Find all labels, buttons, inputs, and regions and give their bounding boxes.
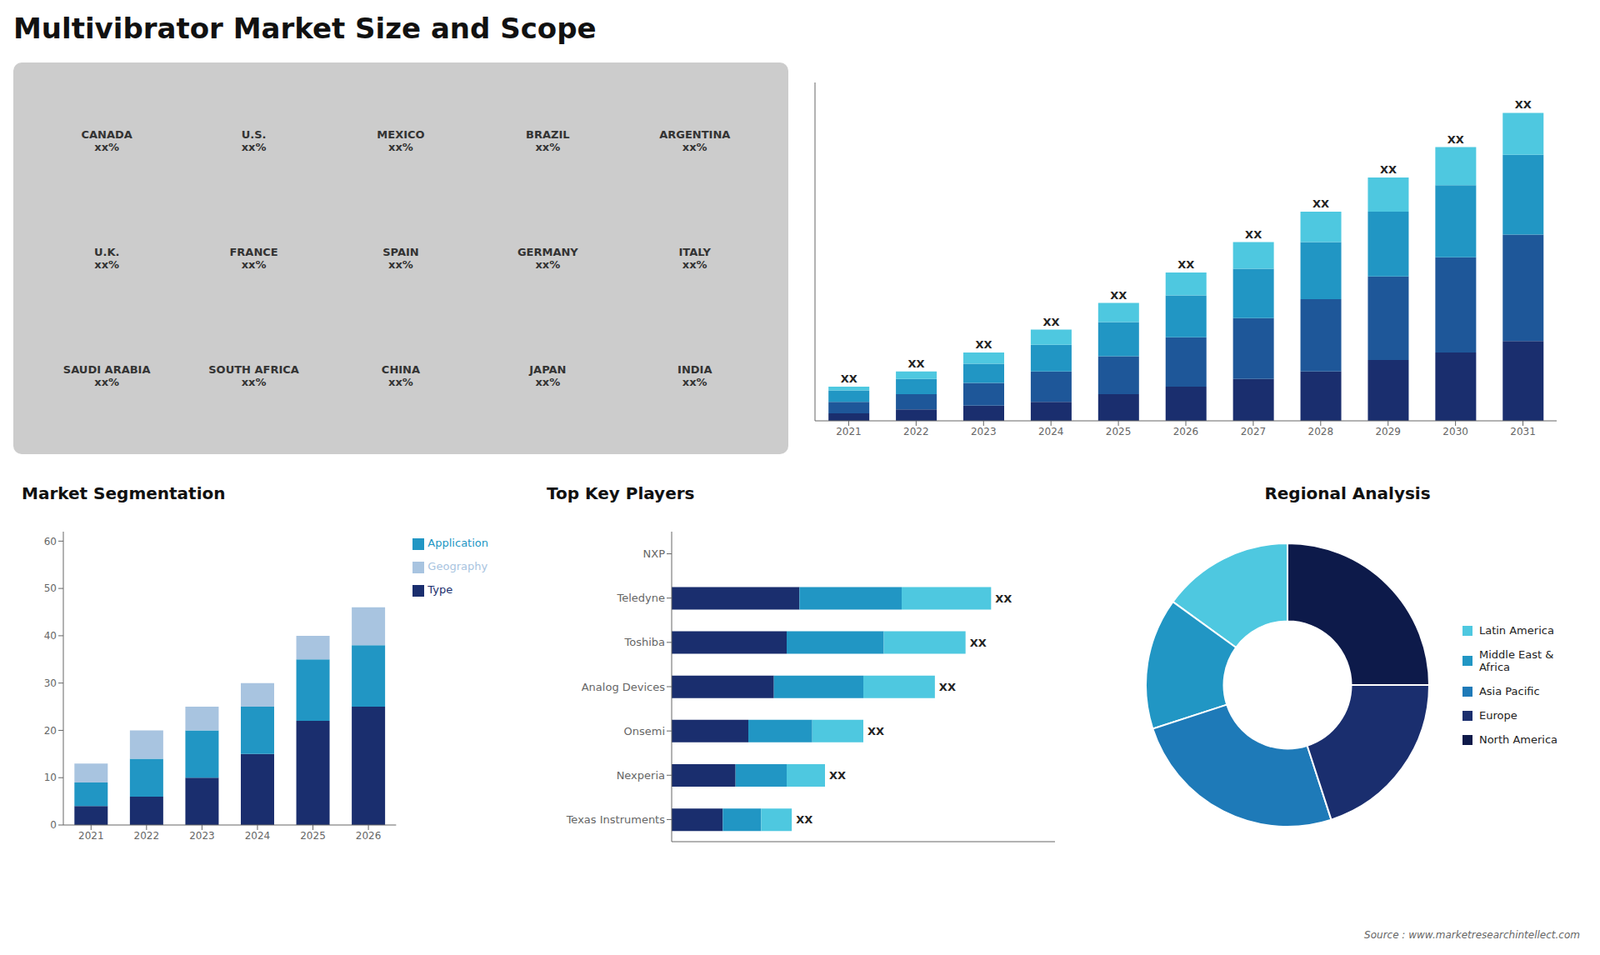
html-text:INDIA xx%: INDIA xx% [677, 363, 713, 388]
svg-text:Onsemi: Onsemi [623, 725, 665, 738]
svg-text:2028: 2028 [1308, 425, 1335, 438]
svg-text:XX: XX [970, 636, 987, 650]
svg-text:50: 50 [44, 582, 57, 595]
svg-text:XX: XX [975, 338, 992, 351]
svg-text:XX: XX [829, 769, 846, 782]
html-text:Top Key Players: Top Key Players [546, 483, 695, 504]
html-text:ITALY xx%: ITALY xx% [678, 245, 711, 271]
svg-text:XX: XX [1380, 163, 1397, 176]
svg-text:XX: XX [1515, 98, 1532, 111]
svg-text:2026: 2026 [355, 830, 382, 842]
html-text:SAUDI ARABIA xx%: SAUDI ARABIA xx% [63, 363, 151, 388]
html-text:Source : www.marketresearchint: Source : www.marketresearchintellect.com [1364, 929, 1580, 941]
html-text:Market Segmentation: Market Segmentation [21, 483, 226, 504]
svg-text:2023: 2023 [970, 425, 997, 438]
html-text:CHINA xx%: CHINA xx% [381, 363, 421, 388]
html-text:North America: North America [1479, 733, 1558, 746]
svg-text:20: 20 [44, 725, 57, 737]
svg-text:Toshiba: Toshiba [623, 635, 665, 649]
svg-text:2027: 2027 [1240, 425, 1267, 438]
svg-text:XX: XX [1447, 133, 1465, 146]
svg-text:10: 10 [44, 771, 57, 784]
html-text:SPAIN xx%: SPAIN xx% [382, 245, 419, 271]
svg-text:60: 60 [44, 535, 57, 548]
svg-text:2026: 2026 [1173, 425, 1200, 438]
html-text:SOUTH AFRICA xx%: SOUTH AFRICA xx% [208, 363, 300, 388]
html-text:JAPAN xx%: JAPAN xx% [529, 363, 567, 388]
svg-text:2030: 2030 [1442, 425, 1469, 438]
html-text:MEXICO xx%: MEXICO xx% [376, 128, 425, 154]
svg-text:Nexperia: Nexperia [616, 769, 665, 782]
svg-text:XX: XX [1245, 228, 1262, 241]
svg-text:30: 30 [44, 677, 57, 690]
svg-text:2021: 2021 [78, 830, 105, 842]
svg-text:0: 0 [50, 819, 57, 831]
svg-text:XX: XX [1177, 258, 1195, 271]
svg-text:2022: 2022 [134, 830, 160, 842]
html-text:Multivibrator Market Size and: Multivibrator Market Size and Scope [13, 11, 597, 45]
html-text:Geography: Geography [427, 560, 488, 573]
html-text:Asia Pacific: Asia Pacific [1479, 685, 1540, 698]
svg-text:Teledyne: Teledyne [615, 591, 665, 605]
html-text:ARGENTINA xx%: ARGENTINA xx% [659, 128, 731, 154]
svg-text:XX: XX [840, 372, 858, 385]
svg-text:2024: 2024 [1038, 425, 1065, 438]
svg-text:XX: XX [995, 592, 1012, 605]
html-text:Middle East & Africa: Middle East & Africa [1479, 648, 1554, 674]
svg-text:2029: 2029 [1375, 425, 1401, 438]
html-text:GERMANY xx%: GERMANY xx% [517, 245, 579, 271]
svg-text:2025: 2025 [300, 830, 326, 842]
svg-text:2023: 2023 [189, 830, 215, 842]
html-text:Regional Analysis: Regional Analysis [1264, 483, 1431, 504]
html-text:BRAZIL xx%: BRAZIL xx% [525, 128, 570, 154]
svg-text:Analog Devices: Analog Devices [581, 680, 666, 694]
svg-text:2025: 2025 [1105, 425, 1132, 438]
svg-text:2024: 2024 [245, 830, 271, 842]
svg-text:XX: XX [867, 725, 885, 738]
svg-text:NXP: NXP [643, 547, 666, 560]
svg-text:2022: 2022 [903, 425, 930, 438]
svg-text:XX: XX [1110, 289, 1127, 302]
html-text:CANADA xx%: CANADA xx% [81, 128, 133, 154]
svg-text:Texas Instruments: Texas Instruments [565, 813, 666, 826]
html-text:Application: Application [427, 536, 489, 550]
svg-text:XX: XX [939, 680, 956, 694]
svg-text:XX: XX [1312, 197, 1330, 210]
svg-text:XX: XX [1042, 315, 1060, 329]
svg-text:XX: XX [908, 357, 925, 370]
svg-text:2021: 2021 [835, 425, 862, 438]
html-text:Latin America: Latin America [1479, 624, 1555, 637]
html-text:U.S. xx%: U.S. xx% [241, 128, 267, 154]
svg-text:40: 40 [44, 630, 57, 642]
html-text:Europe: Europe [1479, 709, 1518, 722]
html-text:Type: Type [427, 583, 453, 596]
html-text:FRANCE xx%: FRANCE xx% [229, 245, 279, 271]
html-text:U.K. xx%: U.K. xx% [94, 245, 120, 271]
svg-text:2031: 2031 [1510, 425, 1536, 438]
svg-text:XX: XX [795, 813, 813, 826]
